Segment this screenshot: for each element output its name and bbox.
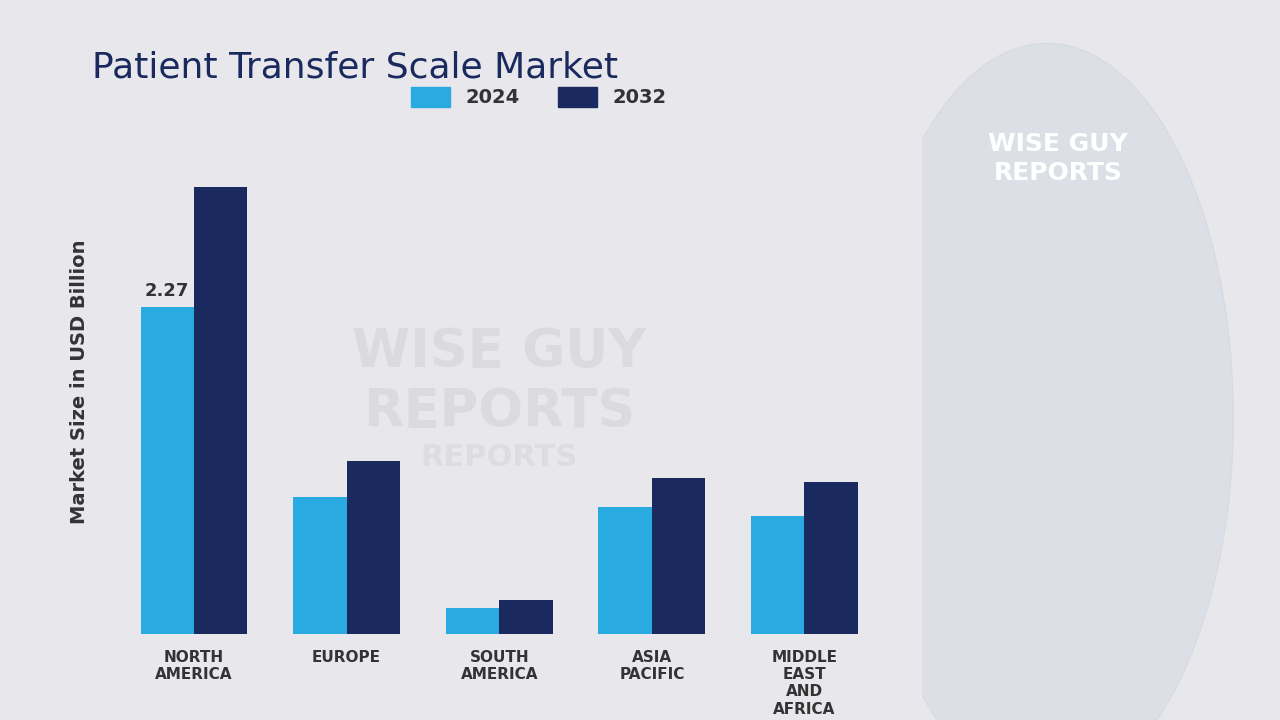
Text: Patient Transfer Scale Market: Patient Transfer Scale Market (92, 50, 618, 84)
Bar (141, 307, 195, 634)
Bar (445, 608, 499, 634)
Bar (347, 461, 399, 634)
Bar (804, 482, 858, 634)
Text: WISE GUY
REPORTS: WISE GUY REPORTS (988, 132, 1128, 185)
Text: 2.27: 2.27 (145, 282, 189, 300)
Bar (499, 600, 553, 634)
Bar (751, 516, 804, 634)
Circle shape (860, 43, 1234, 720)
Text: WISE GUY
REPORTS: WISE GUY REPORTS (352, 325, 646, 438)
Legend: 2024, 2032: 2024, 2032 (403, 79, 675, 115)
Bar (599, 507, 652, 634)
Bar (195, 187, 247, 634)
Bar (652, 478, 705, 634)
Bar (293, 497, 347, 634)
Y-axis label: Market Size in USD Billion: Market Size in USD Billion (69, 239, 88, 524)
Text: REPORTS: REPORTS (421, 443, 577, 472)
